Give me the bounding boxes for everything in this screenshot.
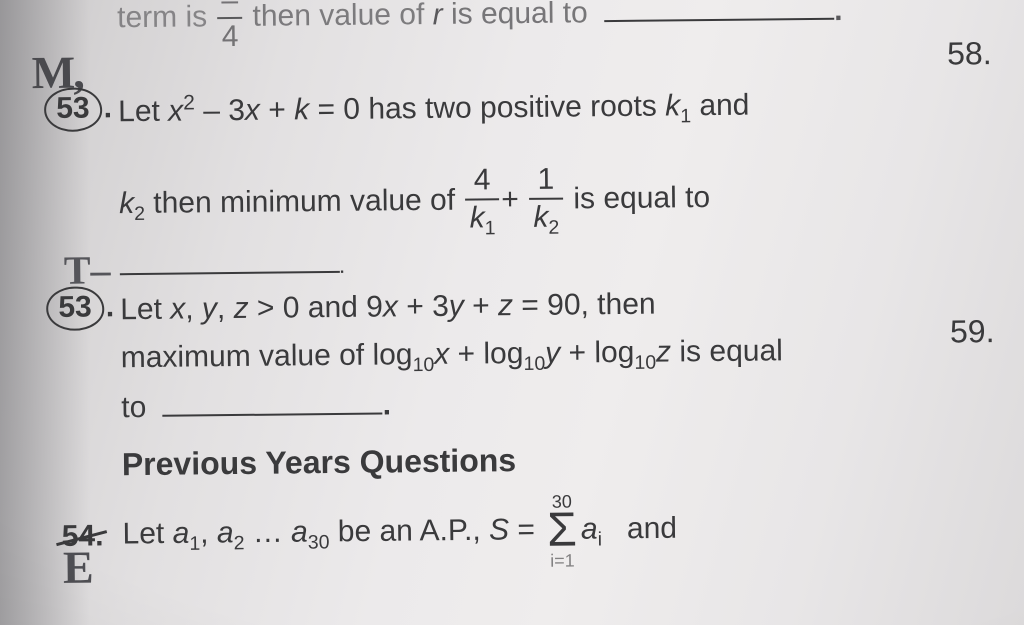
q54-dots: … [244, 516, 291, 549]
q53a-plus: + [260, 93, 295, 126]
q53b-dot: . [106, 290, 115, 323]
q53a-l2b: then minimum value of [145, 184, 464, 220]
q53b-ly: y [545, 337, 560, 370]
q54-ai: a [581, 513, 598, 546]
frag-mid: then value of [252, 0, 432, 33]
q53b-9x: x [383, 290, 398, 323]
q53a-k2-sub: 2 [134, 203, 145, 225]
frag-var-r: r [433, 0, 443, 31]
q53b-blank-dot: . [382, 389, 391, 422]
q53b-plus2: + [464, 289, 499, 322]
q53a-frac2-den: k2 [529, 199, 563, 238]
q53a-eq: = 0 [309, 93, 360, 127]
q53a-frac2: 1 k2 [529, 164, 564, 238]
q53b-zz: z [498, 289, 513, 322]
q53b-row3: to . [41, 375, 1005, 433]
q53a-k1: k [665, 89, 680, 122]
q53a-number-text: 53 [56, 92, 90, 125]
sigma-icon: Σ [547, 511, 577, 552]
q54-eq: = [509, 513, 544, 546]
q53b-x: x [170, 293, 185, 326]
q53a-l2c: is equal to [573, 181, 710, 215]
q54-ai-sub: i [598, 529, 603, 551]
q53a-frac1: 4 k1 [465, 164, 500, 238]
q53b-z: z [233, 292, 248, 325]
q53b-to: to [121, 391, 146, 424]
q53a-mid: – 3 [195, 94, 245, 128]
q53b-number: 53 [46, 287, 104, 332]
q53a-frac1-num: 4 [465, 164, 499, 200]
q53b-lx: x [434, 338, 449, 371]
q54-a2s: 2 [234, 533, 245, 555]
frag-blank [604, 0, 834, 22]
q53b-l2d: is equal [671, 334, 783, 368]
frag-fraction: – 4 [217, 0, 242, 52]
q53a-kv: k [294, 93, 309, 126]
q53b-mid: + 3 [398, 290, 449, 324]
q54-sum-bot: i=1 [547, 552, 577, 570]
q53a-frac1-den-k: k [469, 201, 484, 234]
q54-ta: Let [122, 517, 172, 551]
frag-prefix: term is [117, 1, 207, 35]
q53b-3y: y [449, 290, 464, 323]
q53b-number-text: 53 [58, 291, 92, 324]
q54-tb: be an A.P., [329, 514, 489, 549]
q54-a30: a [291, 516, 308, 549]
q53a-frac1-den-sub: 1 [485, 217, 496, 239]
frag-dot: . [834, 0, 843, 27]
q53a-frac2-num: 1 [529, 164, 563, 200]
q53a-l1c: and [691, 89, 750, 123]
content-block: M, term is – 4 then value of r is equal … [37, 0, 1007, 575]
q53b-l2c: + log [560, 336, 635, 370]
page-scan: M, term is – 4 then value of r is equal … [0, 0, 1024, 625]
q53a-dot: . [103, 91, 112, 124]
side-number-59: 59. [950, 313, 995, 350]
q53a-k2: k [119, 187, 134, 220]
q53a-x-sq: 2 [183, 91, 195, 114]
q53b-gt: > 0 and 9 [248, 291, 383, 325]
q54-sum: 30 Σ i=1 [547, 493, 577, 570]
q53a-l1a: Let [118, 95, 168, 129]
q53b-lz: z [656, 336, 671, 369]
q53b-s10a: 10 [413, 354, 435, 376]
q53a-frac1-den: k1 [465, 200, 499, 239]
q53b-s10b: 10 [523, 353, 545, 375]
q53a-answer-blank [120, 261, 340, 275]
q53a-frac-plus: + [501, 183, 519, 216]
q53a-xv: x [245, 94, 260, 127]
q53a-frac2-den-k: k [533, 200, 548, 233]
q53b-answer-blank [163, 395, 383, 417]
q54-S: S [489, 514, 509, 547]
q53b-eq: = 90, then [513, 288, 656, 322]
frag-suffix: is equal to [443, 0, 588, 31]
q53a-k1-sub: 1 [680, 105, 691, 127]
section-heading: Previous Years Questions [122, 442, 517, 482]
q53b-l2a: maximum value of log [121, 338, 413, 374]
q53a-blank-dot: . [340, 260, 345, 277]
q53b-y: y [202, 292, 217, 325]
heading-row: Previous Years Questions [42, 437, 1006, 484]
q53a-blank-row: . [40, 253, 1004, 281]
q54-number: 54. [62, 519, 104, 552]
q54-row: 54. Let a1, a2 … a30 be an A.P., S = 30 … [42, 488, 1007, 575]
q53b-l2b: + log [449, 337, 524, 371]
q54-a1: a [172, 517, 189, 550]
q54-a30s: 30 [308, 532, 330, 554]
q53a-l1b: has two positive roots [360, 89, 665, 125]
q54-tc: and [618, 512, 677, 546]
q53a-row2: k2 then minimum value of 4 k1 + 1 k2 is … [39, 159, 1004, 243]
q53a-row1: 53. Let x2 – 3x + k = 0 has two positive… [38, 78, 1002, 139]
q53a-frac2-den-sub: 2 [548, 216, 559, 238]
q54-a2: a [217, 517, 234, 550]
q53a-x: x [168, 95, 183, 128]
q54-a1s: 1 [189, 533, 200, 555]
frag-frac-num: – [217, 0, 242, 19]
q53b-l1: Let [120, 293, 170, 327]
fragment-row: M, term is – 4 then value of r is equal … [37, 0, 1002, 54]
q53a-number: 53 [44, 87, 102, 132]
q53b-s10c: 10 [634, 352, 656, 374]
frag-frac-den: 4 [218, 18, 243, 52]
side-number-58: 58. [947, 35, 992, 72]
